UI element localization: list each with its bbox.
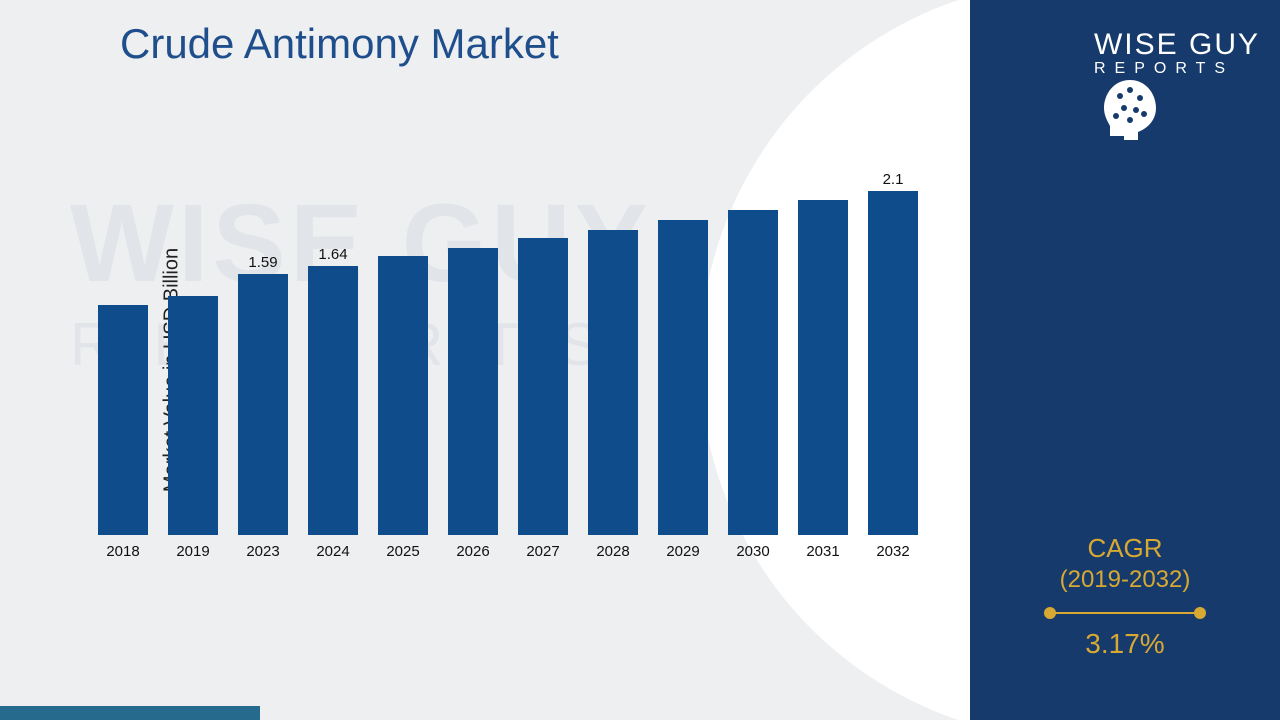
bar-rect	[518, 238, 568, 535]
bar-rect	[588, 230, 638, 535]
bar-rect	[98, 305, 148, 535]
bar-2030: 2030	[728, 190, 778, 560]
bar-rect	[798, 200, 848, 535]
bar-rect	[238, 274, 288, 535]
bar-2027: 2027	[518, 218, 568, 560]
chart-plot-area: 2018 2019 1.59 2023 1.64 2024 2025 2026 2027 2028…	[98, 150, 918, 560]
bar-value-label: 1.59	[248, 254, 277, 272]
cagr-divider	[1050, 612, 1200, 614]
bar-2031: 2031	[798, 180, 848, 560]
cagr-title: CAGR	[1020, 533, 1230, 564]
x-tick-label: 2027	[526, 543, 559, 560]
bar-rect	[308, 266, 358, 535]
x-tick-label: 2025	[386, 543, 419, 560]
report-graphic: WISE GUY REPORTS Crude Antimony Market W…	[0, 0, 1280, 720]
x-tick-label: 2031	[806, 543, 839, 560]
cagr-block: CAGR (2019-2032) 3.17%	[1020, 533, 1230, 660]
x-tick-label: 2032	[876, 543, 909, 560]
x-tick-label: 2024	[316, 543, 349, 560]
x-tick-label: 2023	[246, 543, 279, 560]
bar-rect	[728, 210, 778, 535]
bar-2026: 2026	[448, 228, 498, 560]
bottom-accent-bar	[0, 706, 260, 720]
bar-rect	[658, 220, 708, 535]
x-tick-label: 2030	[736, 543, 769, 560]
cagr-value: 3.17%	[1020, 628, 1230, 660]
bar-2018: 2018	[98, 285, 148, 560]
bar-value-label: 2.1	[883, 171, 904, 189]
bar-rect	[868, 191, 918, 535]
brand-logo: WISE GUY REPORTS	[1094, 28, 1260, 147]
bar-chart: Market Value in USD Billion 201820191.59…	[60, 150, 930, 590]
bar-2023: 1.59 2023	[238, 254, 288, 560]
bar-value-label: 1.64	[318, 246, 347, 264]
logo-text-line1: WISE GUY	[1094, 28, 1260, 62]
bar-2032: 2.1 2032	[868, 171, 918, 560]
logo-text-line2: REPORTS	[1094, 60, 1260, 78]
x-tick-label: 2026	[456, 543, 489, 560]
x-tick-label: 2029	[666, 543, 699, 560]
bar-2025: 2025	[378, 236, 428, 560]
bar-2028: 2028	[588, 210, 638, 560]
chart-title: Crude Antimony Market	[120, 20, 559, 68]
x-tick-label: 2019	[176, 543, 209, 560]
x-tick-label: 2028	[596, 543, 629, 560]
logo-head-icon	[1100, 78, 1160, 147]
x-tick-label: 2018	[106, 543, 139, 560]
bar-rect	[378, 256, 428, 535]
bar-2019: 2019	[168, 276, 218, 560]
bar-2024: 1.64 2024	[308, 246, 358, 560]
bar-rect	[448, 248, 498, 535]
bar-2029: 2029	[658, 200, 708, 560]
bar-rect	[168, 296, 218, 535]
cagr-range: (2019-2032)	[1020, 566, 1230, 594]
